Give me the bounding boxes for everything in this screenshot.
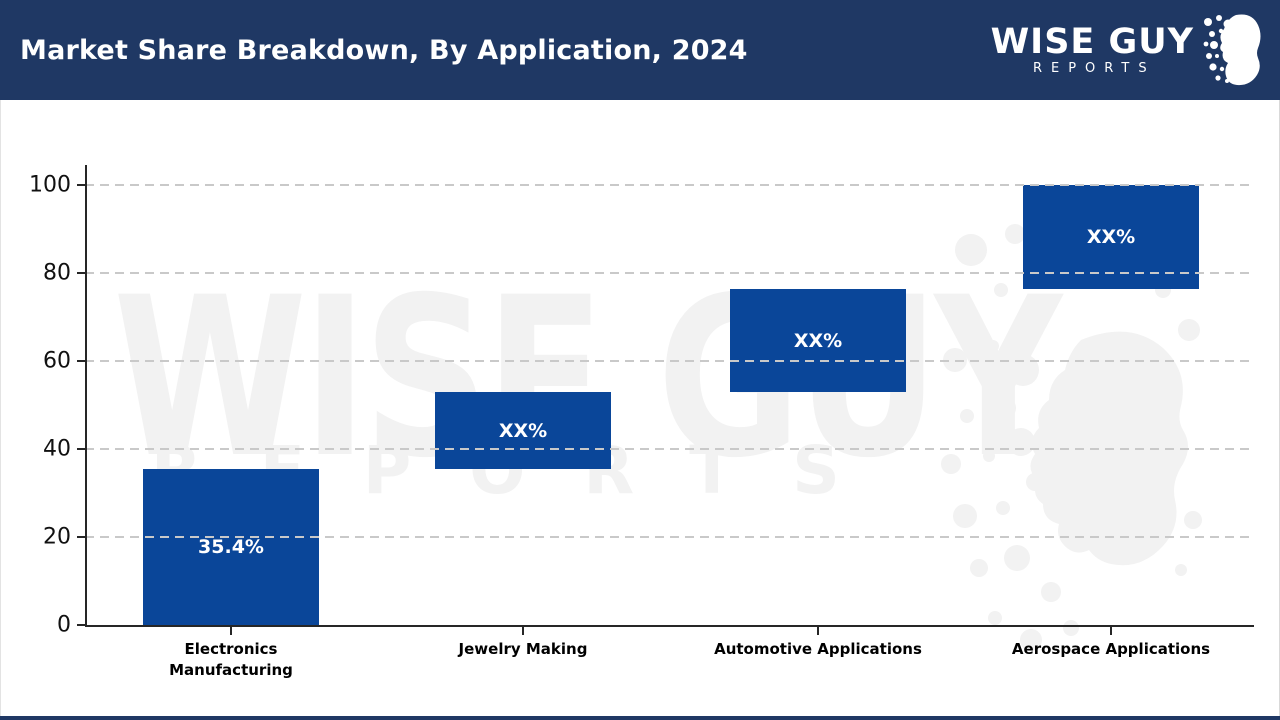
- bar-value-label: XX%: [1086, 225, 1136, 248]
- y-tick-mark: [77, 624, 85, 626]
- x-category-label: Automotive Applications: [714, 640, 922, 658]
- logo-wordmark: WISE GUY: [990, 21, 1194, 62]
- bar-value-label: 35.4%: [198, 536, 264, 559]
- logo-subtext: REPORTS: [1032, 61, 1156, 77]
- gridline: [85, 184, 1254, 186]
- y-tick-mark: [77, 448, 85, 450]
- plot: 35.4% XX% XX% XX% 0 20 40 60 80 100 Electronics Ma…: [1, 100, 1280, 716]
- x-axis-line: [85, 625, 1254, 627]
- footer-bar: [0, 716, 1280, 720]
- gridline: [85, 448, 1254, 450]
- y-tick-mark: [77, 272, 85, 274]
- chart-title: Market Share Breakdown, By Application, …: [20, 34, 748, 66]
- header: Market Share Breakdown, By Application, …: [0, 0, 1280, 100]
- x-category-label: Electronics Manufacturing: [169, 640, 293, 679]
- x-tick-mark: [522, 627, 524, 635]
- y-tick-label: 40: [43, 436, 71, 462]
- y-tick-mark: [77, 360, 85, 362]
- gridline: [85, 272, 1254, 274]
- x-category-label: Jewelry Making: [458, 640, 588, 658]
- y-tick-label: 60: [43, 348, 71, 374]
- bar-value-label: XX%: [498, 419, 548, 442]
- bar-segment: [143, 469, 319, 625]
- y-tick-mark: [77, 184, 85, 186]
- y-tick-label: 20: [43, 524, 71, 550]
- y-tick-label: 0: [57, 612, 71, 638]
- y-tick-label: 100: [29, 172, 71, 198]
- gridline: [85, 360, 1254, 362]
- wiseguy-logo: WISE GUY REPORTS: [991, 12, 1262, 88]
- x-tick-mark: [817, 627, 819, 635]
- x-tick-mark: [230, 627, 232, 635]
- y-tick-label: 80: [43, 260, 71, 286]
- bar-segment: [730, 288, 906, 393]
- y-tick-mark: [77, 536, 85, 538]
- logo-text: WISE GUY REPORTS: [990, 21, 1194, 77]
- x-category-label: Aerospace Applications: [1011, 640, 1211, 658]
- y-axis-line: [85, 165, 87, 627]
- bar-value-label: XX%: [793, 329, 843, 352]
- gridline: [85, 536, 1254, 538]
- logo-face-icon: [1203, 14, 1261, 86]
- bar-segment: [435, 392, 611, 470]
- x-tick-mark: [1110, 627, 1112, 635]
- chart-area: WISE GUY REPORTS 35.4% XX% XX% XX% 0 20 40 60 80…: [0, 100, 1280, 716]
